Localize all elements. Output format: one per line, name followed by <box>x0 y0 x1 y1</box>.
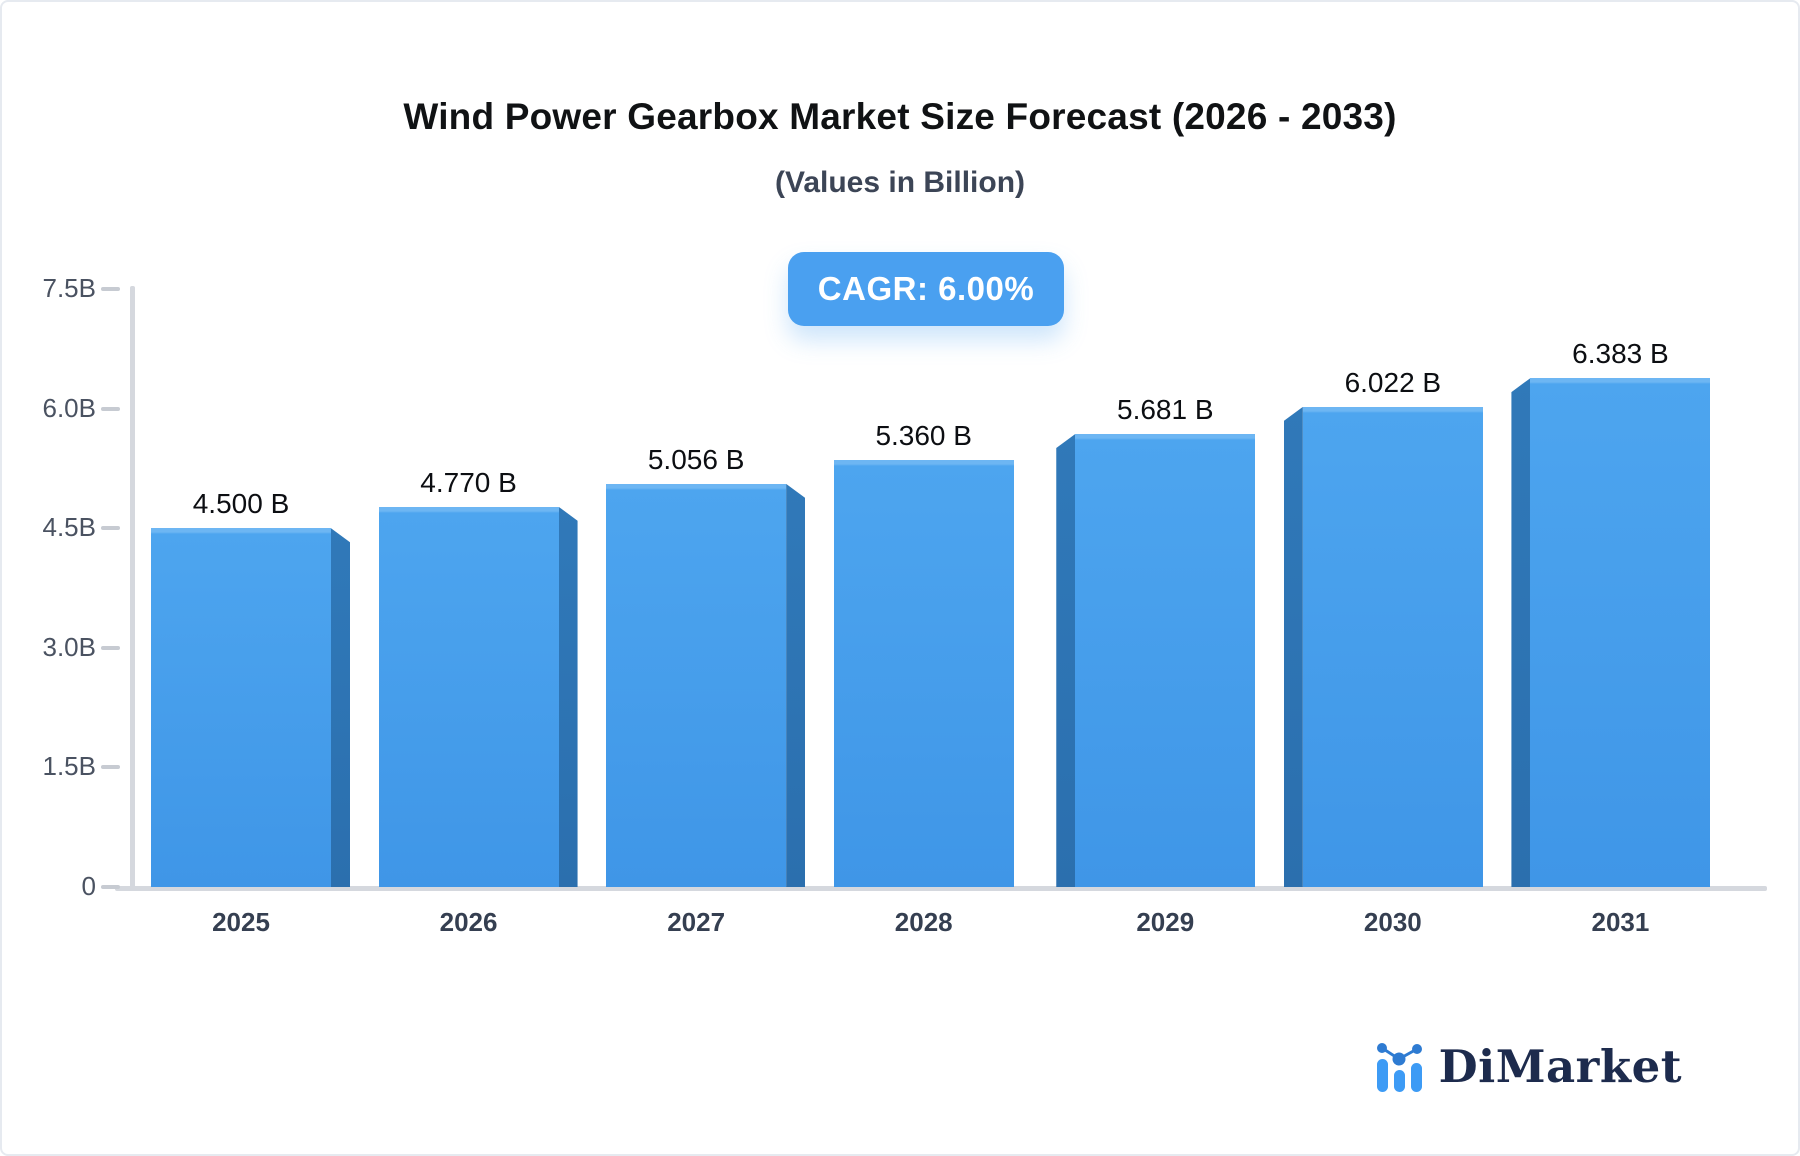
bar-value-label: 6.383 B <box>1572 338 1669 370</box>
bar-side-face <box>1511 378 1531 887</box>
y-tick-dash <box>101 526 120 531</box>
y-axis-line <box>130 286 135 890</box>
x-tick-label: 2030 <box>1363 907 1422 937</box>
x-tick-label: 2031 <box>1591 907 1650 937</box>
bar-side-face <box>558 506 578 887</box>
chart-title: Wind Power Gearbox Market Size Forecast … <box>403 96 1397 137</box>
y-tick-dash <box>101 885 120 889</box>
bar-line-chart-icon <box>1376 1043 1422 1092</box>
bar-side-face <box>331 528 350 887</box>
bar-value-label: 6.022 B <box>1344 366 1442 398</box>
x-tick-label: 2027 <box>667 907 726 937</box>
y-tick-label: 4.5B <box>42 512 97 543</box>
y-tick-label: 3.0B <box>42 631 97 662</box>
bar-side-face <box>1283 406 1303 887</box>
x-tick-label: 2026 <box>439 907 498 937</box>
x-axis-baseline <box>115 886 1767 891</box>
y-tick-dash <box>101 765 120 770</box>
bar-2025 <box>151 528 331 887</box>
brand-name: DiMarket <box>1438 1039 1682 1093</box>
bar-2028 <box>833 459 1014 887</box>
y-tick-label: 7.5B <box>42 273 97 304</box>
bar-side-face <box>1056 434 1076 887</box>
y-tick-label: 6.0B <box>42 392 97 423</box>
bar-value-label: 5.056 B <box>647 443 745 475</box>
y-tick-label: 0 <box>81 871 96 901</box>
y-tick-label: 1.5B <box>42 751 97 782</box>
y-tick-dash <box>101 287 120 292</box>
bar-2027 <box>606 483 787 887</box>
bar-2029 <box>1075 434 1256 887</box>
bar-value-label: 4.770 B <box>420 466 517 498</box>
bar-side-face <box>786 483 806 887</box>
y-tick-dash <box>101 406 120 411</box>
bar-2031 <box>1530 378 1711 887</box>
bar-value-label: 4.500 B <box>192 488 290 520</box>
x-tick-label: 2029 <box>1136 907 1195 937</box>
bar-value-label: 5.360 B <box>875 419 972 451</box>
x-tick-label: 2025 <box>212 907 270 937</box>
cagr-badge: CAGR: 6.00% <box>788 252 1064 326</box>
chart-subtitle: (Values in Billion) <box>774 166 1026 199</box>
x-tick-label: 2028 <box>894 907 953 937</box>
bar-2026 <box>378 506 559 887</box>
bar-2030 <box>1302 406 1483 887</box>
y-tick-dash <box>101 645 120 650</box>
bar-value-label: 5.681 B <box>1117 394 1214 426</box>
brand-logo: DiMarket <box>1372 1038 1682 1094</box>
